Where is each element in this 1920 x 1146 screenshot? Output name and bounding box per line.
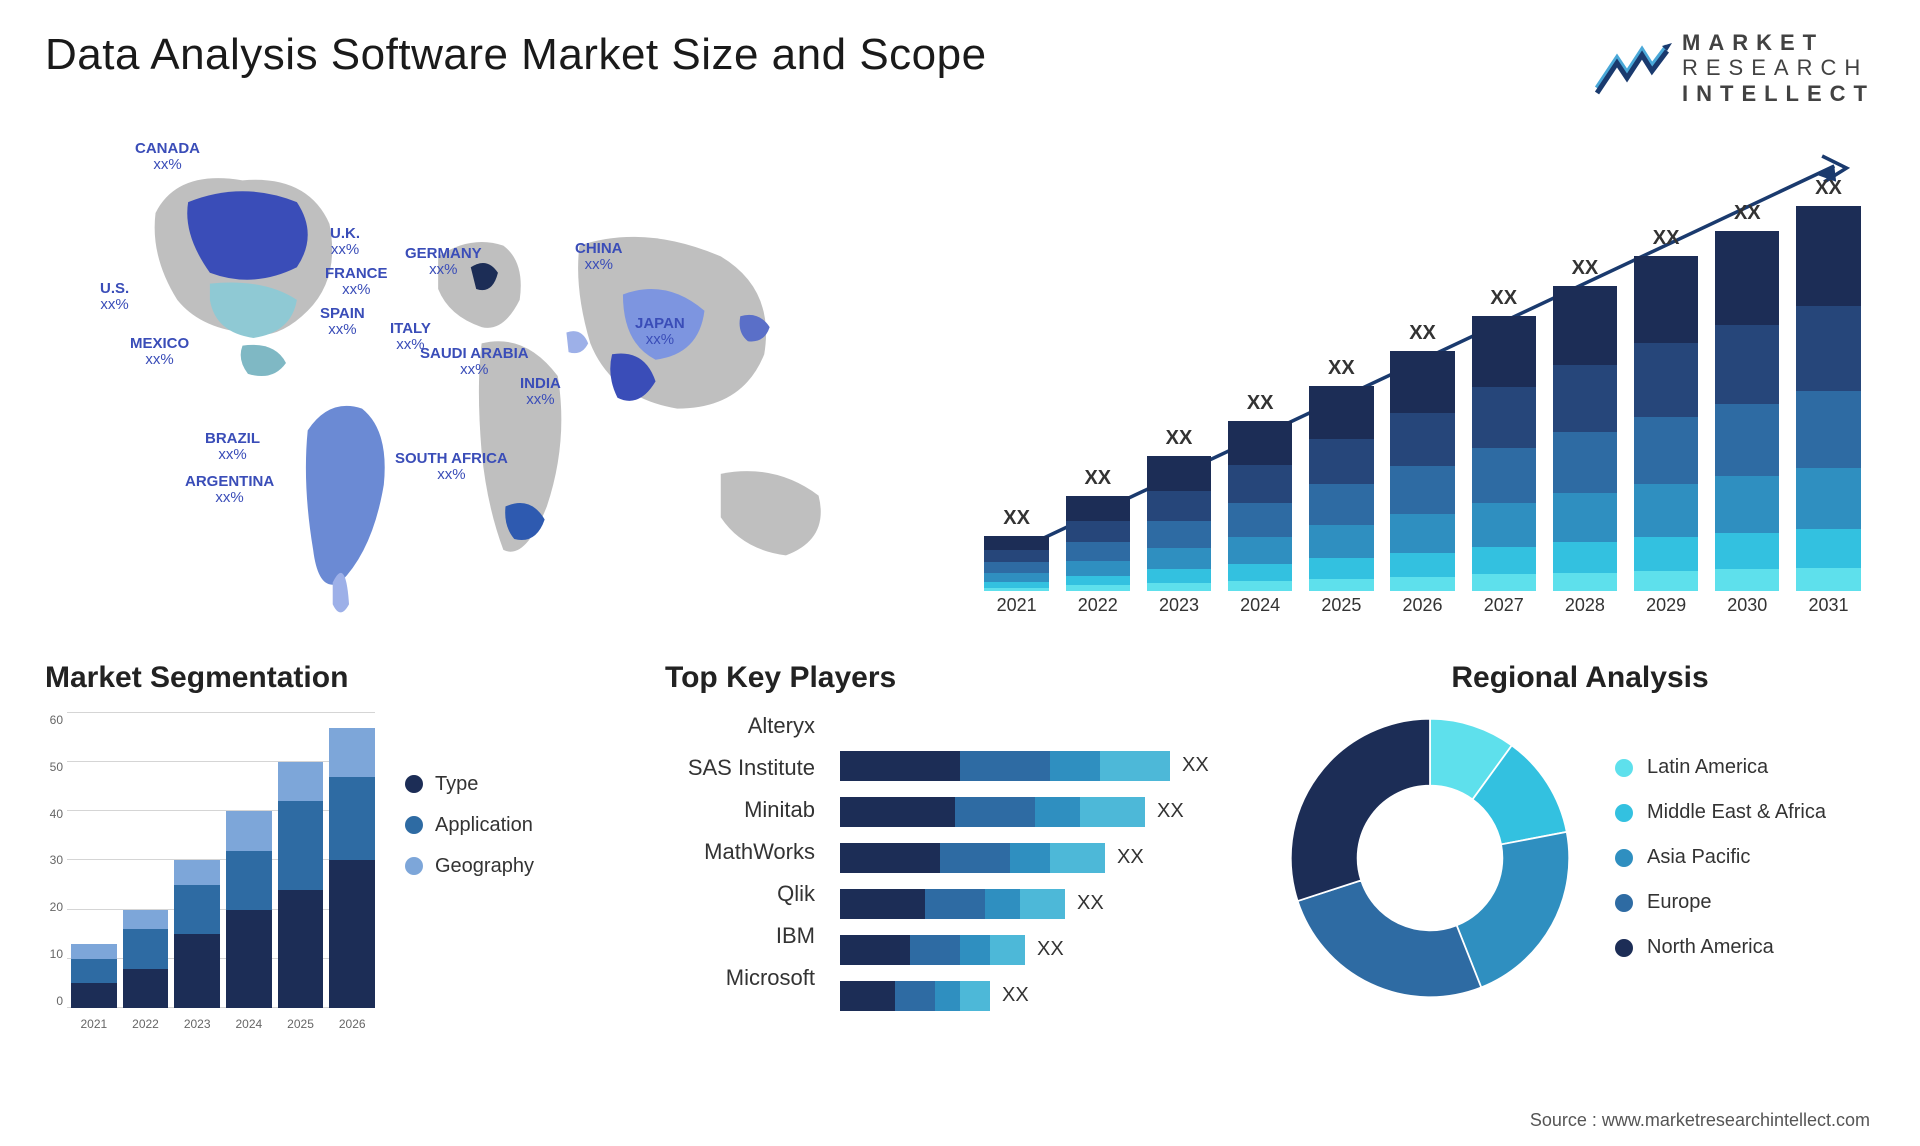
year-label: 2022 xyxy=(1061,595,1134,616)
source-text: Source : www.marketresearchintellect.com xyxy=(1530,1110,1870,1131)
donut-chart xyxy=(1285,713,1575,1003)
map-label-argentina: ARGENTINAxx% xyxy=(185,474,274,507)
regional-section: Regional Analysis Latin America Middle Ea… xyxy=(1285,661,1875,1033)
bar-value-label: XX xyxy=(1653,227,1680,250)
seg-bar-2026 xyxy=(329,728,375,1008)
world-map: CANADAxx% U.S.xx%MEXICOxx% BRAZILxx% ARGENT… xyxy=(45,126,940,626)
map-label-japan: JAPANxx% xyxy=(635,316,685,349)
bar-value-label: XX xyxy=(1734,202,1761,225)
seg-bar-2025 xyxy=(278,762,324,1008)
map-label-germany: GERMANYxx% xyxy=(405,246,482,279)
map-label-china: CHINAxx% xyxy=(575,241,623,274)
region-legend-item: Latin America xyxy=(1615,756,1826,779)
bar-value-label: XX xyxy=(1247,392,1274,415)
bar-value-label: XX xyxy=(1572,257,1599,280)
seg-bar-2023 xyxy=(174,860,220,1007)
player-name: Microsoft xyxy=(665,965,815,991)
main-bar-2029: XX xyxy=(1630,227,1703,591)
map-label-mexico: MEXICOxx% xyxy=(130,336,189,369)
year-label: 2029 xyxy=(1630,595,1703,616)
main-bar-2025: XX xyxy=(1305,357,1378,591)
region-legend-item: Europe xyxy=(1615,891,1826,914)
region-legend-item: North America xyxy=(1615,936,1826,959)
bar-value-label: XX xyxy=(1166,427,1193,450)
main-bar-2021: XX xyxy=(980,507,1053,591)
map-label-uk: U.K.xx% xyxy=(330,226,360,259)
year-label: 2026 xyxy=(1386,595,1459,616)
bar-value-label: XX xyxy=(1409,322,1436,345)
bar-value-label: XX xyxy=(1490,287,1517,310)
segmentation-section: Market Segmentation 0102030405060 202120… xyxy=(45,661,635,1033)
main-bar-2023: XX xyxy=(1142,427,1215,591)
page-title: Data Analysis Software Market Size and S… xyxy=(45,30,987,80)
player-bar-row: XX xyxy=(840,843,1255,873)
main-bar-2028: XX xyxy=(1548,257,1621,591)
main-bar-2026: XX xyxy=(1386,322,1459,591)
year-label: 2025 xyxy=(1305,595,1378,616)
logo-line-1: MARKET xyxy=(1682,30,1824,55)
year-label: 2023 xyxy=(1142,595,1215,616)
map-label-us: U.S.xx% xyxy=(100,281,129,314)
main-bar-2031: XX xyxy=(1792,177,1865,591)
year-label: 2031 xyxy=(1792,595,1865,616)
bar-value-label: XX xyxy=(1815,177,1842,200)
player-bar-row: XX xyxy=(840,981,1255,1011)
player-name: Qlik xyxy=(665,881,815,907)
main-bar-2022: XX xyxy=(1061,467,1134,591)
year-label: 2027 xyxy=(1467,595,1540,616)
regional-title: Regional Analysis xyxy=(1285,661,1875,695)
region-legend-item: Asia Pacific xyxy=(1615,846,1826,869)
seg-bar-2021 xyxy=(71,944,117,1008)
year-label: 2030 xyxy=(1711,595,1784,616)
seg-bar-2022 xyxy=(123,910,169,1008)
segmentation-title: Market Segmentation xyxy=(45,661,635,695)
map-label-france: FRANCExx% xyxy=(325,266,388,299)
year-label: 2028 xyxy=(1548,595,1621,616)
map-label-brazil: BRAZILxx% xyxy=(205,431,260,464)
main-bar-2024: XX xyxy=(1224,392,1297,591)
logo-line-3: INTELLECT xyxy=(1682,81,1875,106)
year-label: 2021 xyxy=(980,595,1053,616)
player-bar-row: XX xyxy=(840,935,1255,965)
player-name: MathWorks xyxy=(665,839,815,865)
main-bar-2027: XX xyxy=(1467,287,1540,591)
player-name: SAS Institute xyxy=(665,755,815,781)
players-title: Top Key Players xyxy=(665,661,1255,695)
map-label-southafrica: SOUTH AFRICAxx% xyxy=(395,451,508,484)
player-name: Alteryx xyxy=(665,713,815,739)
player-bar-row: XX xyxy=(840,751,1255,781)
player-bar-row: XX xyxy=(840,889,1255,919)
map-label-india: INDIAxx% xyxy=(520,376,561,409)
bar-value-label: XX xyxy=(1003,507,1030,530)
map-label-spain: SPAINxx% xyxy=(320,306,365,339)
bar-value-label: XX xyxy=(1084,467,1111,490)
year-label: 2024 xyxy=(1224,595,1297,616)
main-bar-2030: XX xyxy=(1711,202,1784,591)
player-name: IBM xyxy=(665,923,815,949)
seg-bar-2024 xyxy=(226,811,272,1008)
main-bar-chart: XX XX XX XX XX XX XX XX XX XX XX 2021 2022 2023 2024 2… xyxy=(980,126,1875,626)
map-label-canada: CANADAxx% xyxy=(135,141,200,174)
legend-application: Application xyxy=(405,814,534,837)
players-section: Top Key Players Alteryx SAS Institute Mini… xyxy=(665,661,1255,1033)
player-bar-row: XX xyxy=(840,797,1255,827)
legend-type: Type xyxy=(405,773,534,796)
logo-line-2: RESEARCH xyxy=(1682,55,1868,80)
bar-value-label: XX xyxy=(1328,357,1355,380)
legend-geography: Geography xyxy=(405,855,534,878)
map-label-saudiarabia: SAUDI ARABIAxx% xyxy=(420,346,529,379)
brand-logo: MARKET RESEARCH INTELLECT xyxy=(1592,30,1875,106)
player-name: Minitab xyxy=(665,797,815,823)
region-legend-item: Middle East & Africa xyxy=(1615,801,1826,824)
